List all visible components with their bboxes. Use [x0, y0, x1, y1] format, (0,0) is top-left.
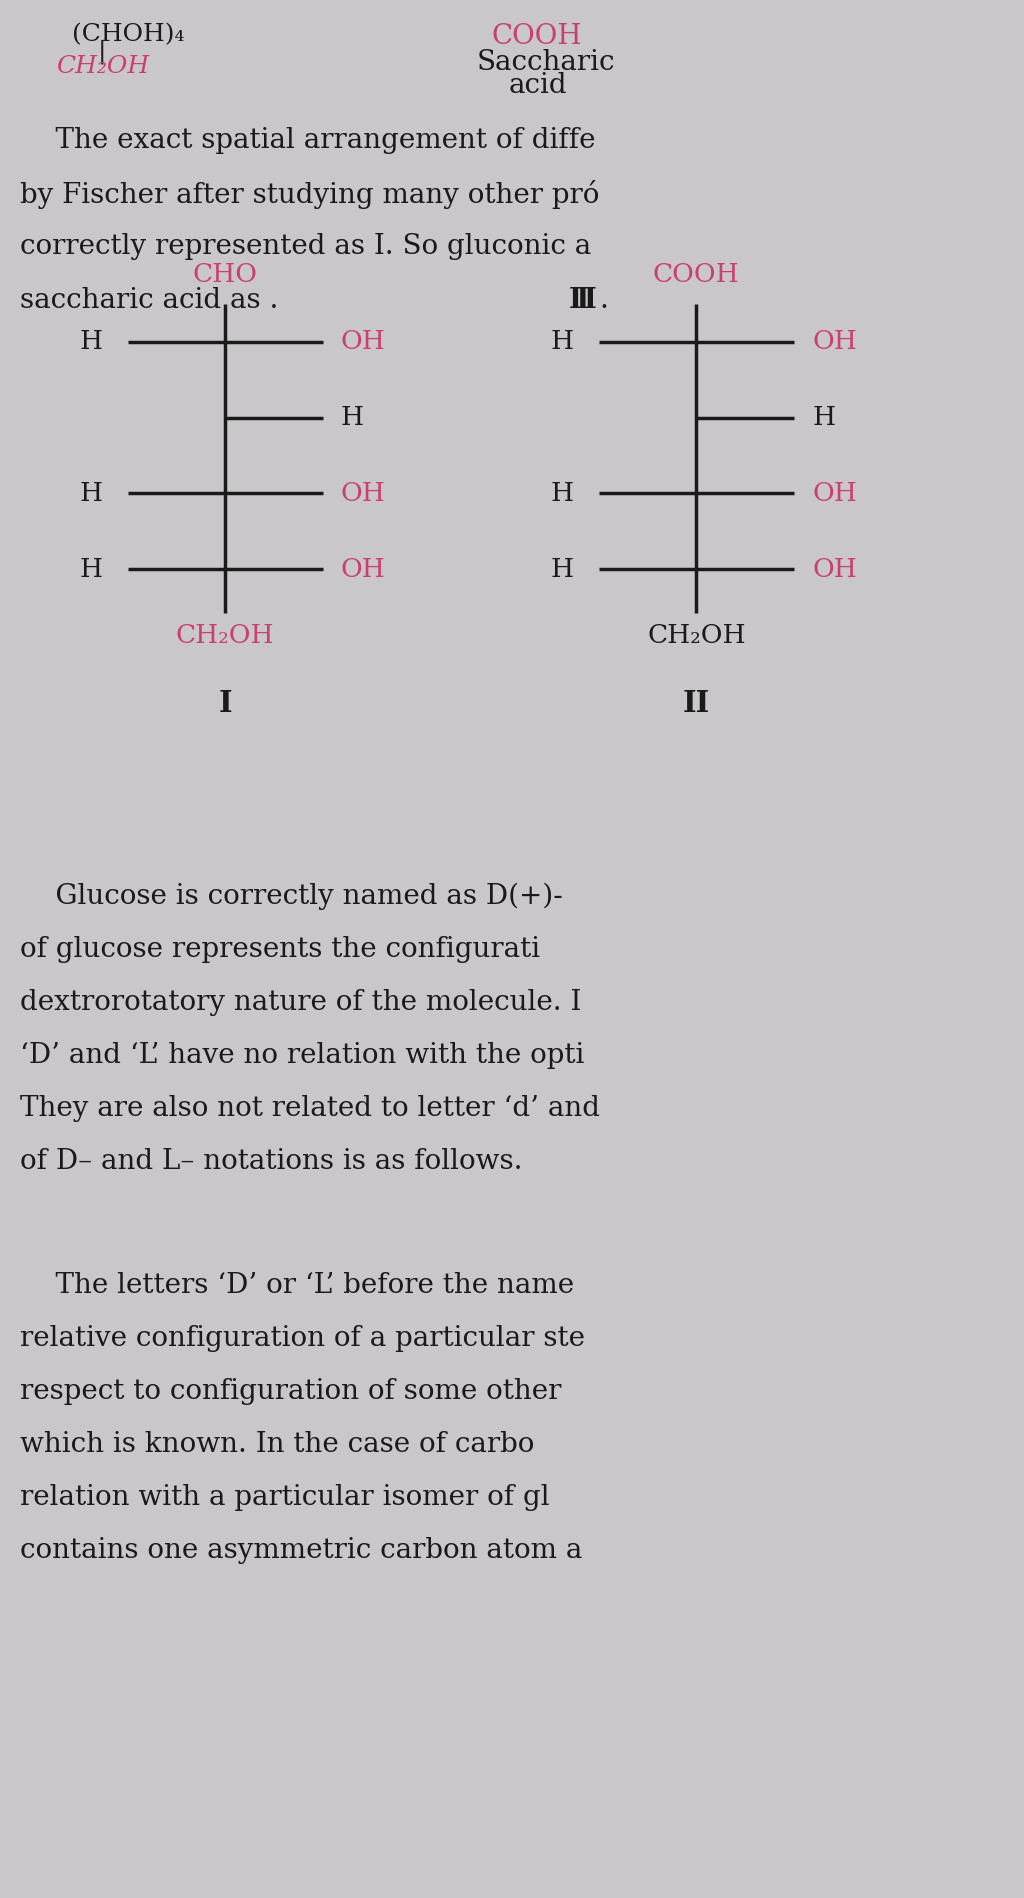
Text: CH₂OH: CH₂OH — [56, 55, 150, 78]
Text: OH: OH — [341, 480, 386, 507]
Text: relative configuration of a particular ste: relative configuration of a particular s… — [20, 1325, 586, 1351]
Text: Ⅲ: Ⅲ — [568, 287, 596, 313]
Text: OH: OH — [812, 480, 857, 507]
Text: .: . — [599, 287, 608, 313]
Text: H: H — [79, 328, 102, 355]
Text: OH: OH — [341, 556, 386, 583]
Text: dextrorotatory nature of the molecule. I: dextrorotatory nature of the molecule. I — [20, 989, 582, 1015]
Text: The exact spatial arrangement of diffe: The exact spatial arrangement of diffe — [20, 127, 596, 154]
Text: correctly represented as I. So gluconic a: correctly represented as I. So gluconic … — [20, 233, 592, 260]
Text: (CHOH)₄: (CHOH)₄ — [72, 23, 184, 46]
Text: Saccharic: Saccharic — [476, 49, 614, 76]
Text: H: H — [79, 556, 102, 583]
Text: relation with a particular isomer of gl: relation with a particular isomer of gl — [20, 1484, 550, 1511]
Text: of D– and L– notations is as follows.: of D– and L– notations is as follows. — [20, 1148, 523, 1175]
Text: H: H — [341, 404, 365, 431]
Text: of glucose represents the configurati: of glucose represents the configurati — [20, 936, 541, 962]
Text: ‘D’ and ‘L’ have no relation with the opti: ‘D’ and ‘L’ have no relation with the op… — [20, 1042, 585, 1069]
Text: H: H — [550, 328, 573, 355]
Text: CH₂OH: CH₂OH — [647, 623, 745, 647]
Text: They are also not related to letter ‘d’ and: They are also not related to letter ‘d’ … — [20, 1095, 600, 1122]
Text: COOH: COOH — [492, 23, 582, 49]
Text: acid: acid — [509, 72, 567, 99]
Text: I: I — [218, 689, 232, 717]
Text: The letters ‘D’ or ‘L’ before the name: The letters ‘D’ or ‘L’ before the name — [20, 1272, 584, 1298]
Text: H: H — [812, 404, 836, 431]
Text: II: II — [683, 689, 710, 717]
Text: saccharic acid as .: saccharic acid as . — [20, 287, 279, 313]
Text: H: H — [550, 556, 573, 583]
Text: respect to configuration of some other: respect to configuration of some other — [20, 1378, 562, 1405]
Text: |: | — [97, 40, 105, 65]
Text: Glucose is correctly named as D(+)-: Glucose is correctly named as D(+)- — [20, 883, 563, 909]
Text: OH: OH — [341, 328, 386, 355]
Text: CH₂OH: CH₂OH — [176, 623, 274, 647]
Text: contains one asymmetric carbon atom a: contains one asymmetric carbon atom a — [20, 1537, 583, 1564]
Text: OH: OH — [812, 328, 857, 355]
Text: OH: OH — [812, 556, 857, 583]
Text: by Fischer after studying many other pró: by Fischer after studying many other pró — [20, 180, 600, 209]
Text: H: H — [79, 480, 102, 507]
Text: COOH: COOH — [653, 262, 739, 287]
Text: which is known. In the case of carbo: which is known. In the case of carbo — [20, 1431, 535, 1458]
Text: H: H — [550, 480, 573, 507]
Text: CHO: CHO — [193, 262, 258, 287]
